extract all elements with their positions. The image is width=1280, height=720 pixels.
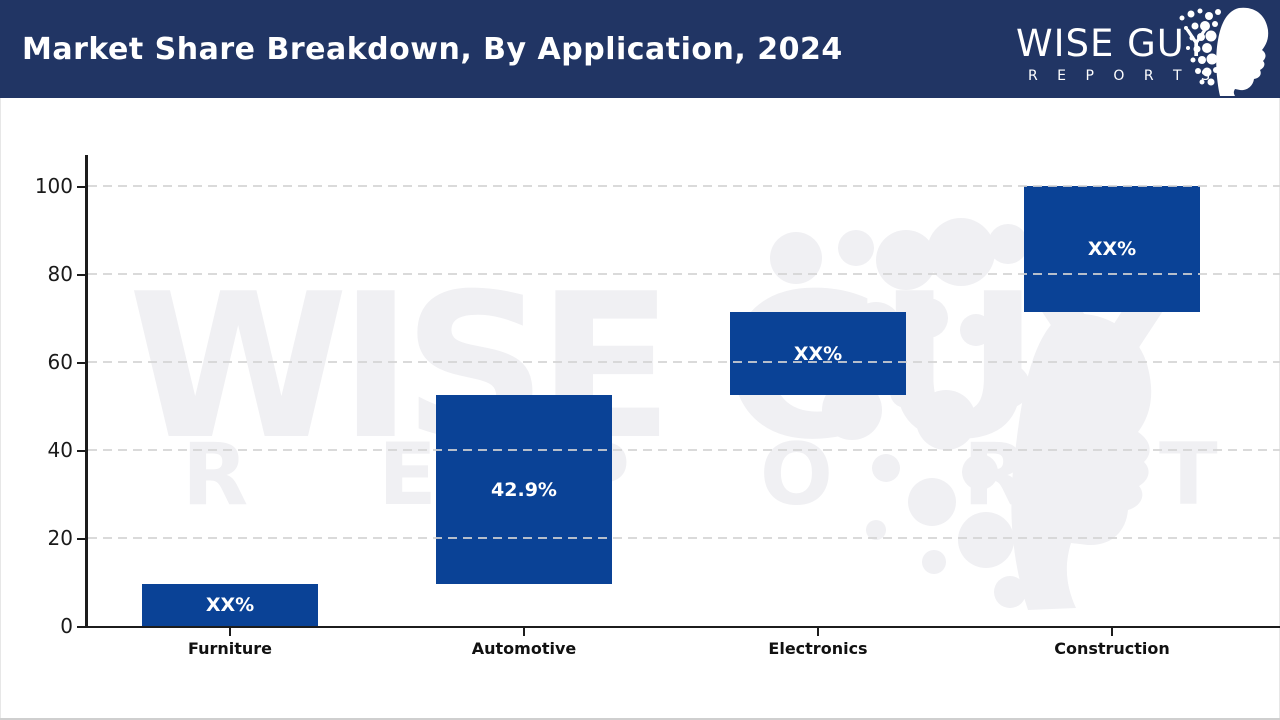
- y-tick-mark: [77, 537, 86, 540]
- bar-furniture: XX%: [142, 584, 318, 626]
- x-category-label: Furniture: [187, 639, 273, 658]
- x-tick-mark: [523, 628, 525, 636]
- bar-value-label: 42.9%: [491, 478, 557, 501]
- x-tick-mark: [817, 628, 819, 636]
- y-tick-label: 100: [34, 174, 73, 198]
- y-tick-mark: [77, 273, 86, 276]
- header: Market Share Breakdown, By Application, …: [0, 0, 1280, 98]
- x-tick-mark: [1111, 628, 1113, 636]
- y-tick-mark: [77, 449, 86, 452]
- y-tick-mark: [77, 361, 86, 364]
- y-tick-mark: [77, 625, 86, 628]
- brand-logo: WISE GUY R E P O R T S: [1016, 7, 1269, 96]
- bar-value-label: XX%: [205, 594, 255, 617]
- bar-value-label: XX%: [1087, 237, 1137, 260]
- gridline: [88, 273, 1280, 275]
- x-category-label: Construction: [1054, 639, 1170, 658]
- y-tick-label: 20: [47, 526, 73, 550]
- gridline: [88, 361, 1280, 363]
- logo-face-icon: [1179, 7, 1269, 96]
- x-category-label: Automotive: [471, 639, 577, 658]
- y-tick-label: 0: [60, 614, 73, 638]
- x-category-label: Electronics: [768, 639, 868, 658]
- bar-construction: XX%: [1024, 186, 1200, 312]
- logo-reports-text: R E P O R T S: [1028, 68, 1217, 84]
- x-axis-line: [85, 625, 1280, 628]
- bar-automotive: 42.9%: [436, 395, 612, 585]
- x-tick-mark: [229, 628, 231, 636]
- page-title: Market Share Breakdown, By Application, …: [22, 31, 843, 67]
- y-tick-mark: [77, 185, 86, 188]
- y-tick-label: 40: [47, 438, 73, 462]
- gridline: [88, 185, 1280, 187]
- gridline: [88, 449, 1280, 451]
- gridline: [88, 537, 1280, 539]
- y-axis-line: [85, 155, 88, 627]
- y-tick-label: 60: [47, 350, 73, 374]
- y-tick-label: 80: [47, 262, 73, 286]
- bar-electronics: XX%: [730, 311, 906, 396]
- logo-wiseguy-text: WISE GUY: [1016, 22, 1208, 65]
